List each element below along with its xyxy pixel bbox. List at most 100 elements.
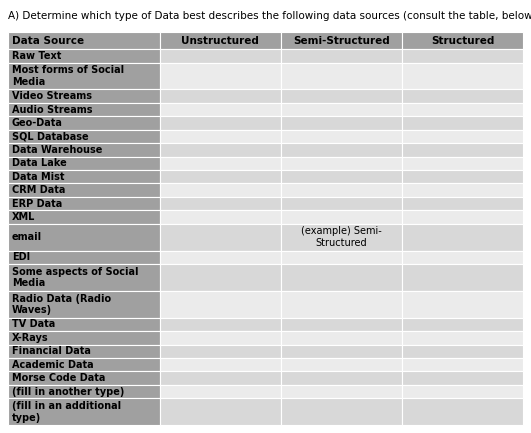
Bar bbox=[402, 197, 523, 210]
Bar bbox=[281, 49, 402, 63]
Text: EDI: EDI bbox=[12, 252, 30, 262]
Bar bbox=[402, 90, 523, 103]
Bar bbox=[160, 90, 281, 103]
Text: Most forms of Social
Media: Most forms of Social Media bbox=[12, 65, 124, 87]
Bar bbox=[160, 264, 281, 291]
Bar bbox=[402, 358, 523, 372]
Bar bbox=[160, 251, 281, 264]
Bar bbox=[402, 331, 523, 345]
Bar bbox=[160, 184, 281, 197]
Bar bbox=[160, 224, 281, 251]
Bar bbox=[402, 264, 523, 291]
Bar bbox=[8, 184, 160, 197]
Bar bbox=[8, 90, 160, 103]
Bar bbox=[402, 318, 523, 331]
Bar bbox=[160, 197, 281, 210]
Bar bbox=[8, 291, 160, 318]
Bar bbox=[8, 210, 160, 224]
Text: Some aspects of Social
Media: Some aspects of Social Media bbox=[12, 267, 138, 288]
Bar bbox=[160, 385, 281, 398]
Bar bbox=[160, 116, 281, 130]
Bar bbox=[160, 345, 281, 358]
Bar bbox=[402, 398, 523, 425]
Text: X-Rays: X-Rays bbox=[12, 333, 48, 343]
Text: ERP Data: ERP Data bbox=[12, 199, 62, 209]
Bar bbox=[160, 372, 281, 385]
Bar bbox=[281, 331, 402, 345]
Bar bbox=[402, 157, 523, 170]
Text: Structured: Structured bbox=[431, 36, 494, 46]
Bar bbox=[8, 143, 160, 157]
Bar bbox=[8, 103, 160, 116]
Bar bbox=[8, 32, 160, 49]
Bar bbox=[8, 170, 160, 184]
Bar bbox=[402, 210, 523, 224]
Bar bbox=[8, 264, 160, 291]
Bar bbox=[8, 197, 160, 210]
Bar bbox=[160, 32, 281, 49]
Bar bbox=[8, 372, 160, 385]
Bar bbox=[160, 291, 281, 318]
Text: Semi-Structured: Semi-Structured bbox=[293, 36, 390, 46]
Text: CRM Data: CRM Data bbox=[12, 185, 65, 195]
Bar bbox=[281, 184, 402, 197]
Text: Video Streams: Video Streams bbox=[12, 91, 92, 101]
Bar bbox=[402, 143, 523, 157]
Bar bbox=[8, 157, 160, 170]
Text: Radio Data (Radio
Waves): Radio Data (Radio Waves) bbox=[12, 294, 111, 315]
Bar bbox=[8, 358, 160, 372]
Text: SQL Database: SQL Database bbox=[12, 132, 88, 142]
Bar bbox=[160, 63, 281, 90]
Bar bbox=[8, 63, 160, 90]
Bar bbox=[402, 103, 523, 116]
Bar bbox=[160, 130, 281, 143]
Bar bbox=[402, 345, 523, 358]
Text: Financial Data: Financial Data bbox=[12, 346, 91, 356]
Bar bbox=[281, 345, 402, 358]
Text: Unstructured: Unstructured bbox=[182, 36, 259, 46]
Bar bbox=[402, 184, 523, 197]
Bar bbox=[281, 398, 402, 425]
Text: Data Lake: Data Lake bbox=[12, 158, 66, 168]
Bar bbox=[281, 63, 402, 90]
Bar bbox=[402, 224, 523, 251]
Bar bbox=[160, 143, 281, 157]
Bar bbox=[402, 32, 523, 49]
Text: Morse Code Data: Morse Code Data bbox=[12, 373, 105, 383]
Text: Academic Data: Academic Data bbox=[12, 360, 93, 370]
Text: Raw Text: Raw Text bbox=[12, 51, 61, 61]
Text: (fill in another type): (fill in another type) bbox=[12, 387, 124, 397]
Bar bbox=[160, 170, 281, 184]
Bar bbox=[160, 358, 281, 372]
Text: TV Data: TV Data bbox=[12, 320, 55, 330]
Bar bbox=[160, 210, 281, 224]
Bar bbox=[402, 170, 523, 184]
Bar bbox=[402, 291, 523, 318]
Bar bbox=[160, 331, 281, 345]
Bar bbox=[402, 116, 523, 130]
Bar bbox=[281, 264, 402, 291]
Bar bbox=[402, 49, 523, 63]
Bar bbox=[402, 372, 523, 385]
Text: XML: XML bbox=[12, 212, 35, 222]
Text: email: email bbox=[12, 232, 42, 242]
Text: (fill in an additional
type): (fill in an additional type) bbox=[12, 401, 121, 423]
Bar bbox=[8, 130, 160, 143]
Bar bbox=[402, 130, 523, 143]
Text: Geo-Data: Geo-Data bbox=[12, 118, 63, 128]
Bar bbox=[8, 345, 160, 358]
Bar bbox=[281, 385, 402, 398]
Bar bbox=[281, 157, 402, 170]
Bar bbox=[8, 251, 160, 264]
Text: Data Source: Data Source bbox=[12, 36, 84, 46]
Bar bbox=[281, 197, 402, 210]
Bar bbox=[281, 32, 402, 49]
Text: Audio Streams: Audio Streams bbox=[12, 105, 92, 115]
Text: A) Determine which type of Data best describes the following data sources (consu: A) Determine which type of Data best des… bbox=[8, 11, 531, 21]
Bar bbox=[160, 157, 281, 170]
Bar bbox=[8, 116, 160, 130]
Bar bbox=[8, 398, 160, 425]
Bar bbox=[160, 318, 281, 331]
Bar bbox=[281, 143, 402, 157]
Bar bbox=[281, 103, 402, 116]
